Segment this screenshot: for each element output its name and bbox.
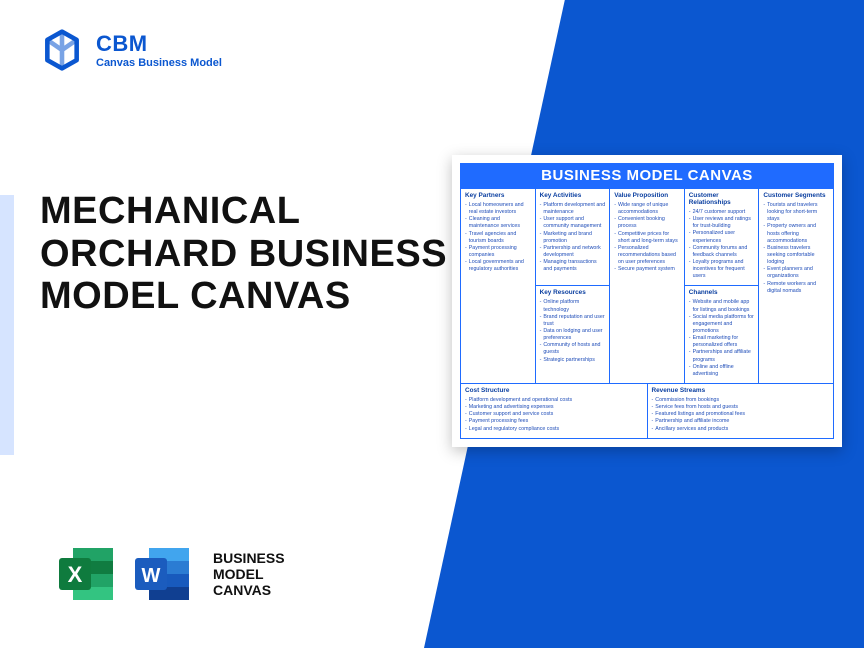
cell-key-resources: Key Resources Online platform technology… bbox=[536, 286, 611, 384]
list-item: Tourists and travelers looking for short… bbox=[763, 202, 829, 223]
cell-title: Key Partners bbox=[465, 192, 531, 199]
list-item: Remote workers and digital nomads bbox=[763, 281, 829, 295]
cell-value-proposition: Value Proposition Wide range of unique a… bbox=[610, 189, 685, 384]
list-item: Marketing and advertising expenses bbox=[465, 404, 643, 411]
canvas-grid-bottom: Cost Structure Platform development and … bbox=[460, 384, 834, 439]
list-item: Community of hosts and guests bbox=[540, 342, 606, 356]
list-item: Payment processing fees bbox=[465, 418, 643, 425]
brand-acronym: CBM bbox=[96, 31, 222, 57]
list-item: Email marketing for personalized offers bbox=[689, 335, 755, 349]
svg-text:W: W bbox=[142, 565, 161, 587]
svg-text:X: X bbox=[68, 562, 83, 587]
list-item: Online platform technology bbox=[540, 299, 606, 313]
list-item: Loyalty programs and incentives for freq… bbox=[689, 259, 755, 280]
list-item: Social media platforms for engagement an… bbox=[689, 314, 755, 335]
list-item: Competitive prices for short and long-te… bbox=[614, 231, 680, 245]
word-icon: W bbox=[131, 542, 195, 606]
brand-logo: CBM Canvas Business Model bbox=[40, 28, 222, 72]
list-item: Brand reputation and user trust bbox=[540, 314, 606, 328]
list-item: Ancillary services and products bbox=[652, 426, 830, 433]
list-item: Event planners and organizations bbox=[763, 266, 829, 280]
app-icons-row: X W BUSINESS MODEL CANVAS bbox=[55, 542, 285, 606]
list-item: Marketing and brand promotion bbox=[540, 231, 606, 245]
excel-icon: X bbox=[55, 542, 119, 606]
cell-title: Key Resources bbox=[540, 289, 606, 296]
cell-title: Key Activities bbox=[540, 192, 606, 199]
canvas-header: BUSINESS MODEL CANVAS bbox=[460, 163, 834, 188]
cell-channels: Channels Website and mobile app for list… bbox=[685, 286, 760, 384]
list-item: Service fees from hosts and guests bbox=[652, 404, 830, 411]
list-item: Cleaning and maintenance services bbox=[465, 216, 531, 230]
cell-revenue-streams: Revenue Streams Commission from bookings… bbox=[648, 384, 835, 439]
cell-title: Customer Segments bbox=[763, 192, 829, 199]
list-item: Convenient booking process bbox=[614, 216, 680, 230]
list-item: User support and community management bbox=[540, 216, 606, 230]
list-item: Local homeowners and real estate investo… bbox=[465, 202, 531, 216]
cell-title: Cost Structure bbox=[465, 387, 643, 394]
list-item: Legal and regulatory compliance costs bbox=[465, 426, 643, 433]
list-item: Managing transactions and payments bbox=[540, 259, 606, 273]
cell-customer-segments: Customer Segments Tourists and travelers… bbox=[759, 189, 834, 384]
list-item: Property owners and hosts offering accom… bbox=[763, 223, 829, 244]
side-accent bbox=[0, 195, 14, 455]
list-item: Customer support and service costs bbox=[465, 411, 643, 418]
cell-title: Value Proposition bbox=[614, 192, 680, 199]
apps-label: BUSINESS MODEL CANVAS bbox=[213, 550, 285, 598]
hexagon-icon bbox=[40, 28, 84, 72]
cell-title: Channels bbox=[689, 289, 755, 296]
cell-cost-structure: Cost Structure Platform development and … bbox=[461, 384, 648, 439]
list-item: Featured listings and promotional fees bbox=[652, 411, 830, 418]
list-item: Travel agencies and tourism boards bbox=[465, 231, 531, 245]
list-item: 24/7 customer support bbox=[689, 209, 755, 216]
list-item: Data on lodging and user preferences bbox=[540, 328, 606, 342]
list-item: Platform development and maintenance bbox=[540, 202, 606, 216]
list-item: Secure payment system bbox=[614, 266, 680, 273]
canvas-grid-top: Key Partners Local homeowners and real e… bbox=[460, 188, 834, 384]
list-item: Strategic partnerships bbox=[540, 357, 606, 364]
list-item: Partnership and affiliate income bbox=[652, 418, 830, 425]
list-item: Commission from bookings bbox=[652, 397, 830, 404]
list-item: Payment processing companies bbox=[465, 245, 531, 259]
list-item: Online and offline advertising bbox=[689, 364, 755, 378]
list-item: Website and mobile app for listings and … bbox=[689, 299, 755, 313]
list-item: Personalized recommendations based on us… bbox=[614, 245, 680, 266]
canvas-preview-card: BUSINESS MODEL CANVAS Key Partners Local… bbox=[452, 155, 842, 447]
cell-customer-relationships: Customer Relationships 24/7 customer sup… bbox=[685, 189, 760, 286]
list-item: Community forums and feedback channels bbox=[689, 245, 755, 259]
brand-subtitle: Canvas Business Model bbox=[96, 57, 222, 69]
list-item: Platform development and operational cos… bbox=[465, 397, 643, 404]
list-item: Partnerships and affiliate programs bbox=[689, 349, 755, 363]
list-item: User reviews and ratings for trust-build… bbox=[689, 216, 755, 230]
page-title: MECHANICAL ORCHARD BUSINESS MODEL CANVAS bbox=[40, 190, 470, 318]
list-item: Personalized user experiences bbox=[689, 230, 755, 244]
list-item: Partnership and network development bbox=[540, 245, 606, 259]
list-item: Wide range of unique accommodations bbox=[614, 202, 680, 216]
cell-key-activities: Key Activities Platform development and … bbox=[536, 189, 611, 286]
cell-title: Customer Relationships bbox=[689, 192, 755, 206]
cell-title: Revenue Streams bbox=[652, 387, 830, 394]
list-item: Local governments and regulatory authori… bbox=[465, 259, 531, 273]
cell-key-partners: Key Partners Local homeowners and real e… bbox=[461, 189, 536, 384]
list-item: Business travelers seeking comfortable l… bbox=[763, 245, 829, 266]
